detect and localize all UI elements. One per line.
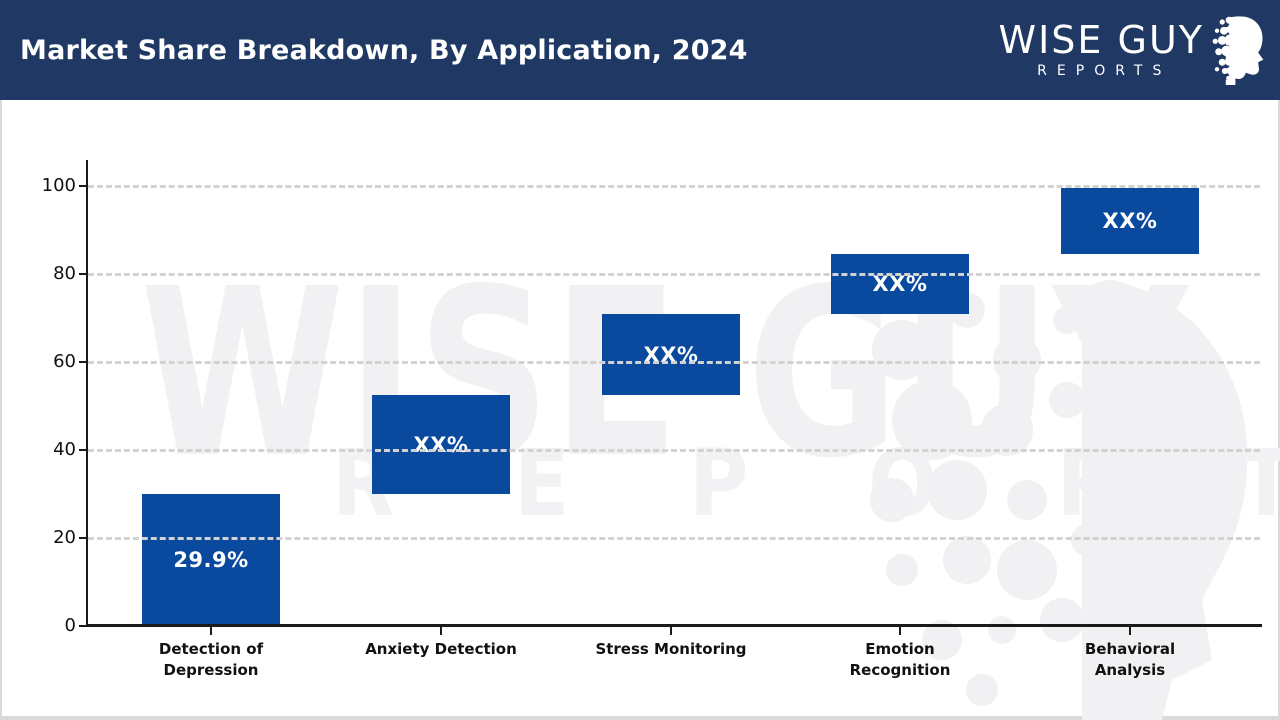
gridline <box>88 449 1260 452</box>
bar-segment: 29.9% <box>142 494 280 626</box>
x-tick-mark <box>210 627 212 635</box>
y-tick-mark <box>79 537 88 539</box>
bar-value-label: 29.9% <box>173 548 249 573</box>
x-axis-line <box>86 624 1262 627</box>
y-tick-mark <box>79 625 88 627</box>
x-category-label: Detection of Depression <box>158 640 264 679</box>
x-category-label: Anxiety Detection <box>365 640 517 658</box>
page-title: Market Share Breakdown, By Application, … <box>20 34 748 66</box>
y-tick-mark <box>79 361 88 363</box>
y-tick-mark <box>79 449 88 451</box>
logo-wordmark: WISE GUY <box>998 18 1204 62</box>
wise-guy-logo: WISE GUY REPORTS <box>999 11 1280 89</box>
y-tick-mark <box>79 185 88 187</box>
x-tick-mark <box>899 627 901 635</box>
y-tick-label: 40 <box>53 439 76 460</box>
x-tick-mark <box>670 627 672 635</box>
gridline <box>88 361 1260 364</box>
y-tick-label: 100 <box>41 175 76 196</box>
x-category-label: Emotion Recognition <box>849 640 951 679</box>
bar-segment: XX% <box>831 253 969 314</box>
bar-segment: XX% <box>372 395 510 495</box>
y-tick-label: 60 <box>53 351 76 372</box>
x-tick-mark <box>440 627 442 635</box>
logo-text: WISE GUY REPORTS <box>999 21 1204 79</box>
dotted-head-icon <box>1212 16 1264 86</box>
x-tick-mark <box>1129 627 1131 635</box>
gridline <box>88 185 1260 188</box>
y-axis-line <box>86 160 88 627</box>
y-tick-label: 0 <box>64 615 76 636</box>
watermark-dots-icon <box>870 280 1248 720</box>
x-category-label: Behavioral Analysis <box>1084 640 1176 679</box>
gridline <box>88 537 1260 540</box>
bar-segment: XX% <box>602 313 740 396</box>
y-tick-label: 20 <box>53 527 76 548</box>
logo-subtext: REPORTS <box>1037 63 1172 79</box>
gridline <box>88 273 1260 276</box>
y-tick-mark <box>79 273 88 275</box>
header-bar: Market Share Breakdown, By Application, … <box>0 0 1280 100</box>
bar-value-label: XX% <box>413 432 469 457</box>
x-category-label: Stress Monitoring <box>595 640 747 658</box>
bar-value-label: XX% <box>1102 208 1158 233</box>
bar-segment: XX% <box>1061 187 1199 254</box>
y-tick-label: 80 <box>53 263 76 284</box>
